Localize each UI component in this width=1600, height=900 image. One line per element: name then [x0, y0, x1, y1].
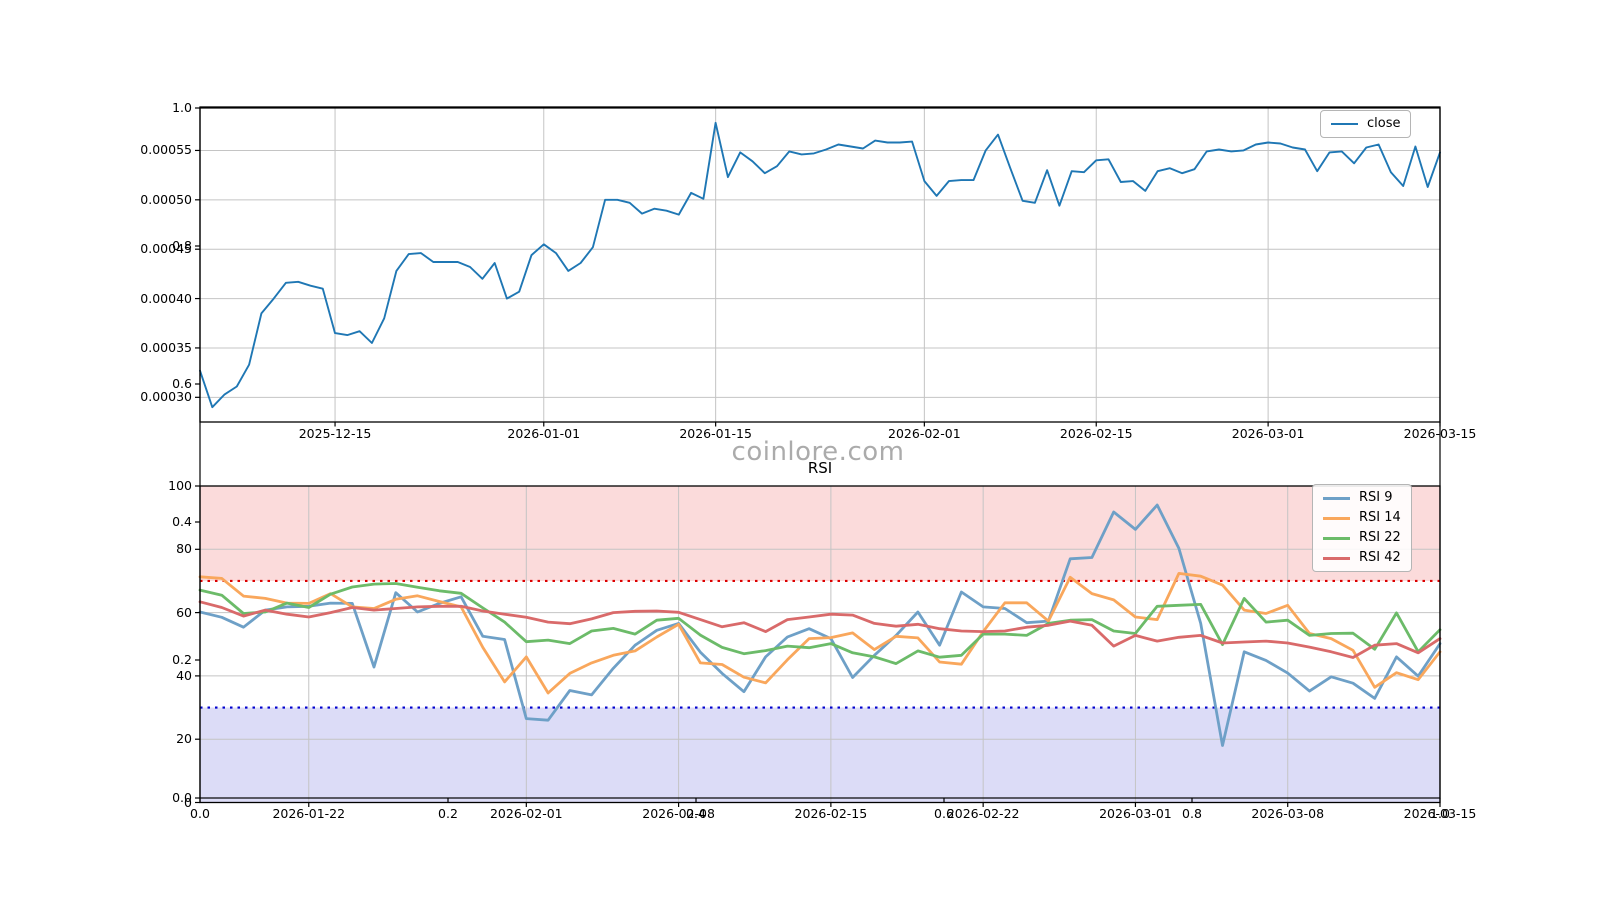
- x-tick-label: 2026-02-15: [1059, 426, 1133, 441]
- overlay-x-tick-label: 0.6: [934, 806, 954, 821]
- legend-label-close: close: [1367, 116, 1401, 131]
- x-tick-label: 2026-02-22: [946, 806, 1020, 821]
- rsi-legend: RSI 9 RSI 14 RSI 22 RSI 42: [1312, 484, 1412, 572]
- overlay-y-tick-label: 0.4: [172, 514, 192, 529]
- legend-label-rsi9: RSI 9: [1359, 490, 1393, 505]
- overlay-x-tick-label: 0.0: [190, 806, 210, 821]
- overlay-y-tick-label: 1.0: [172, 100, 192, 115]
- rsi22-line-swatch: [1323, 536, 1350, 540]
- rsi-chart-title: RSI: [807, 459, 833, 477]
- legend-row-rsi42: RSI 42: [1323, 550, 1401, 566]
- overbought-band: [200, 486, 1440, 581]
- rsi42-line-swatch: [1323, 556, 1350, 560]
- x-tick-label: 2026-02-01: [888, 426, 961, 441]
- x-tick-label: 2026-02-15: [794, 806, 868, 821]
- legend-row-rsi14: RSI 14: [1323, 510, 1401, 526]
- overlay-x-tick-label: 0.8: [1182, 806, 1202, 821]
- overlay-y-tick-label: 0.6: [172, 376, 192, 391]
- rsi14-line-swatch: [1323, 516, 1350, 520]
- x-tick-label: 2025-12-15: [298, 426, 372, 441]
- overlay-x-tick-label: 1.0: [1430, 806, 1450, 821]
- y-tick-label: 0.00040: [140, 290, 192, 306]
- legend-row-close: close: [1331, 116, 1400, 132]
- x-tick-label: 2026-03-15: [1403, 806, 1477, 821]
- legend-row-rsi22: RSI 22: [1323, 530, 1401, 546]
- overlay-y-tick-label: 0.0: [172, 790, 192, 805]
- y-tick-label: 0.00055: [140, 142, 192, 158]
- x-tick-label: 2026-02-08: [642, 806, 715, 821]
- x-tick-label: 2026-01-22: [272, 806, 346, 821]
- rsi14-line: [198, 572, 1442, 695]
- overlay-y-tick-label: 0.8: [172, 238, 192, 253]
- y-tick-label: 0.00045: [140, 241, 192, 257]
- x-tick-label: 2026-02-01: [489, 806, 563, 821]
- y-tick-label: 0.00035: [140, 339, 192, 355]
- watermark: coinlore.com: [731, 437, 905, 467]
- legend-label-rsi14: RSI 14: [1359, 510, 1401, 525]
- y-tick-label: 80: [176, 541, 192, 557]
- oversold-band: [200, 707, 1440, 803]
- rsi42-line: [198, 600, 1442, 659]
- y-tick-label: 0: [184, 794, 192, 810]
- rsi9-line-swatch: [1323, 496, 1350, 500]
- x-tick-label: 2026-01-15: [679, 426, 752, 441]
- legend-row-rsi9: RSI 9: [1323, 490, 1401, 506]
- x-tick-label: 2026-03-08: [1251, 806, 1325, 821]
- x-tick-label: 2026-03-01: [1099, 806, 1172, 821]
- overlay-x-tick-label: 0.4: [686, 806, 706, 821]
- x-tick-label: 2026-01-01: [507, 426, 581, 441]
- x-tick-label: 2026-03-15: [1403, 426, 1477, 441]
- y-tick-label: 100: [168, 478, 192, 493]
- y-tick-label: 40: [176, 667, 192, 683]
- y-tick-label: 0.00050: [140, 191, 192, 207]
- close-line: [199, 121, 1441, 409]
- overlay-x-tick-label: 0.2: [438, 806, 458, 821]
- close-line-swatch: [1331, 123, 1358, 125]
- legend-label-rsi42: RSI 42: [1359, 550, 1401, 565]
- legend-label-rsi22: RSI 22: [1359, 530, 1401, 545]
- price-legend: close: [1320, 110, 1412, 138]
- y-tick-label: 0.00030: [140, 389, 192, 405]
- x-tick-label: 2026-03-01: [1231, 426, 1305, 441]
- overlay-y-tick-label: 0.2: [172, 652, 192, 667]
- rsi9-line: [198, 503, 1442, 747]
- y-tick-label: 60: [176, 604, 192, 620]
- y-tick-label: 20: [176, 731, 192, 747]
- rsi22-line: [198, 582, 1442, 665]
